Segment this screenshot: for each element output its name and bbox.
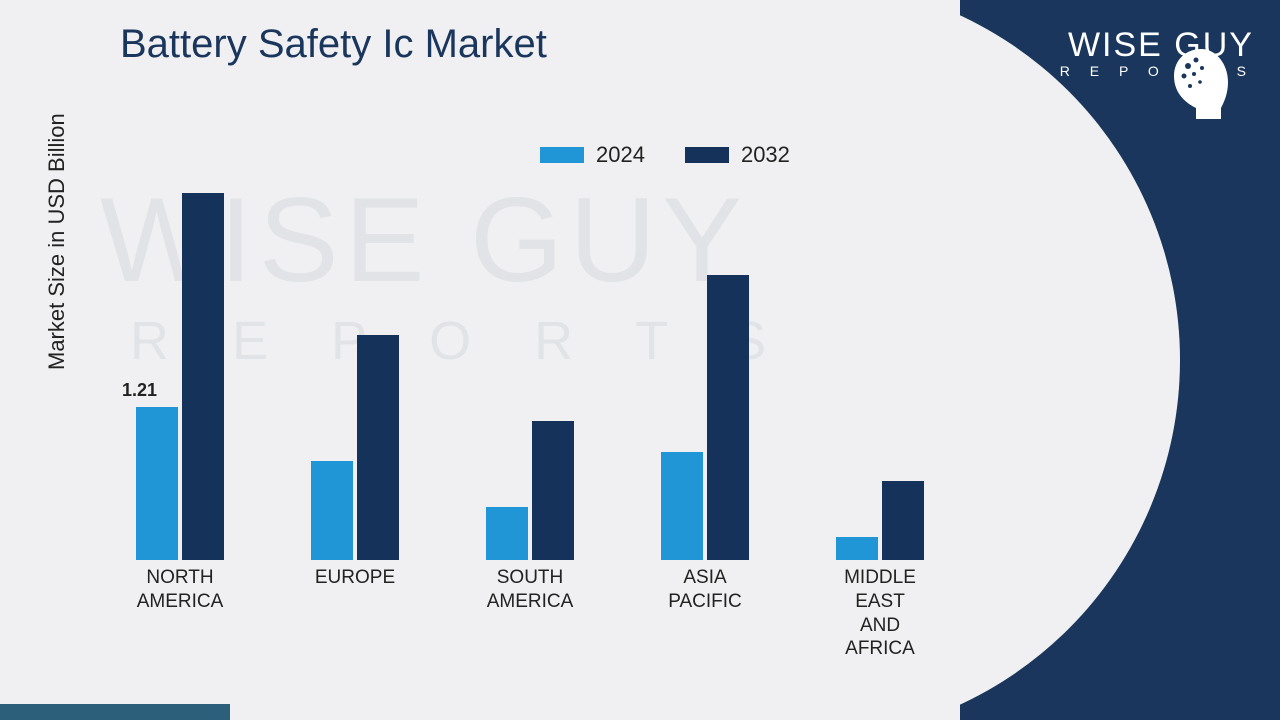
bar: [532, 421, 574, 560]
bar-group: [295, 335, 415, 560]
legend-swatch-2024: [540, 147, 584, 163]
x-axis-label: ASIAPACIFIC: [630, 566, 780, 614]
legend-item-2032: 2032: [685, 142, 790, 168]
bottom-accent-bar: [0, 704, 230, 720]
bar: [182, 193, 224, 560]
legend-label-2032: 2032: [741, 142, 790, 168]
chart-plot-area: 1.21: [100, 180, 960, 560]
brand-block: WISE GUY R E P O R T S: [1060, 26, 1254, 79]
bar: [707, 275, 749, 560]
bar: [486, 507, 528, 560]
y-axis-label: Market Size in USD Billion: [44, 113, 70, 370]
legend-swatch-2032: [685, 147, 729, 163]
bar-group: [470, 421, 590, 560]
x-axis-label: SOUTHAMERICA: [455, 566, 605, 614]
x-axis-label: NORTHAMERICA: [105, 566, 255, 614]
x-axis-labels: NORTHAMERICA EUROPE SOUTHAMERICA ASIAPACIFI…: [100, 566, 960, 686]
chart-title: Battery Safety Ic Market: [120, 22, 547, 67]
bar-value-label: 1.21: [122, 380, 157, 401]
legend: 2024 2032: [540, 142, 790, 168]
bar-group: [645, 275, 765, 560]
bar-group: [120, 193, 240, 560]
bar: [136, 407, 178, 560]
legend-label-2024: 2024: [596, 142, 645, 168]
bar: [357, 335, 399, 560]
brand-head-icon: [1166, 44, 1236, 124]
bar: [661, 452, 703, 560]
bar: [882, 481, 924, 560]
x-axis-label: MIDDLEEASTANDAFRICA: [805, 566, 955, 661]
legend-item-2024: 2024: [540, 142, 645, 168]
bar-group: [820, 481, 940, 560]
bar: [311, 461, 353, 560]
x-axis-label: EUROPE: [280, 566, 430, 590]
bar: [836, 537, 878, 560]
chart-canvas: WISE GUY R E P O R T S Battery Safety Ic…: [0, 0, 1280, 720]
